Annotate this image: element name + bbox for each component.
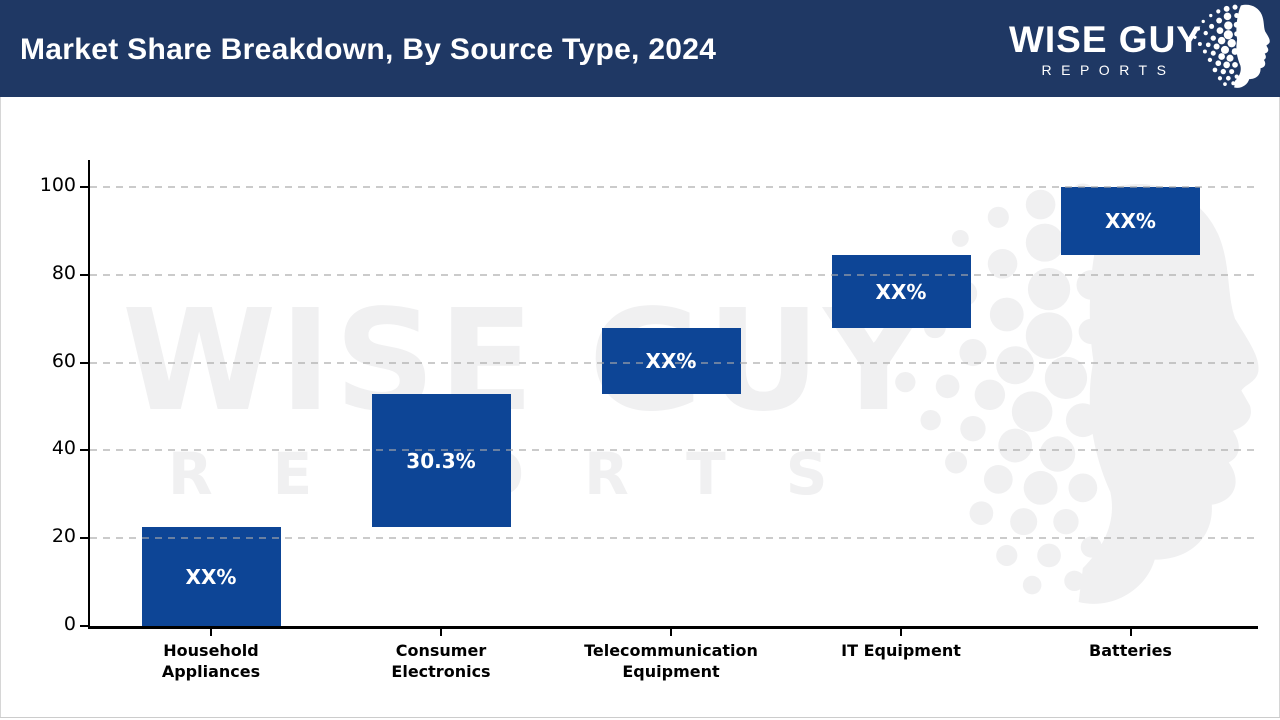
page-title: Market Share Breakdown, By Source Type, … bbox=[20, 33, 717, 66]
gridline-80 bbox=[90, 273, 1258, 276]
y-tick-label: 100 bbox=[39, 174, 76, 196]
bar-value-label: 30.3% bbox=[406, 448, 476, 473]
brand-logo: WISE GUY REPORTS bbox=[1009, 0, 1272, 97]
x-category-label-line: Household bbox=[163, 641, 259, 660]
bar-it-equipment: XX% bbox=[831, 255, 971, 329]
x-category-label-line: Batteries bbox=[1089, 641, 1172, 660]
bar-value-label: XX% bbox=[875, 279, 927, 304]
gridline-40 bbox=[90, 449, 1258, 452]
x-category-label-household-appliances: Household Appliances bbox=[95, 640, 327, 682]
chart-plot-area: WISE GUY REPORTS XX% 30.3% XX% XX% XX% 0 20 40 6… bbox=[0, 97, 1280, 717]
logo-wordmark-line2: REPORTS bbox=[1041, 62, 1176, 78]
x-tick-mark bbox=[900, 629, 902, 636]
y-tick-label: 80 bbox=[51, 261, 76, 284]
bar-consumer-electronics: 30.3% bbox=[371, 394, 511, 528]
x-category-label-line: IT Equipment bbox=[841, 641, 961, 660]
x-category-label-line: Consumer bbox=[395, 641, 487, 660]
gridline-100 bbox=[90, 186, 1258, 188]
bar-telecommunication-equipment: XX% bbox=[601, 328, 741, 395]
y-tick-mark bbox=[80, 361, 88, 364]
bar-value-label: XX% bbox=[645, 349, 697, 374]
x-category-label-consumer-electronics: Consumer Electronics bbox=[325, 640, 557, 682]
y-tick-label: 20 bbox=[51, 525, 76, 548]
x-category-label-line: Electronics bbox=[391, 662, 491, 681]
gridline-20 bbox=[90, 537, 1258, 540]
y-tick-mark bbox=[80, 273, 88, 276]
card-left-border bbox=[0, 97, 1, 717]
card-bottom-border bbox=[0, 717, 1280, 718]
y-tick-label: 0 bbox=[63, 613, 76, 635]
y-axis bbox=[88, 160, 90, 629]
x-category-label-it-equipment: IT Equipment bbox=[785, 640, 1017, 661]
logo-wordmark-line1: WISE GUY bbox=[1008, 19, 1202, 60]
header: Market Share Breakdown, By Source Type, … bbox=[0, 0, 1280, 97]
x-axis bbox=[88, 626, 1258, 629]
y-tick-mark bbox=[80, 186, 88, 188]
y-tick-label: 60 bbox=[51, 349, 76, 372]
y-tick-label: 40 bbox=[51, 437, 76, 460]
x-category-label-batteries: Batteries bbox=[1015, 640, 1247, 661]
bar-value-label: XX% bbox=[1105, 209, 1156, 234]
bar-value-label: XX% bbox=[185, 564, 237, 589]
x-category-label-telecommunication-equipment: Telecommunication Equipment bbox=[555, 640, 787, 682]
x-tick-mark bbox=[210, 629, 212, 636]
bar-household-appliances: XX% bbox=[141, 527, 281, 626]
watermark-wordmark: WISE GUY bbox=[122, 280, 928, 443]
x-tick-mark bbox=[670, 629, 672, 636]
dotted-head-profile-icon bbox=[1188, 3, 1272, 95]
logo-wordmark: WISE GUY REPORTS bbox=[1009, 19, 1202, 78]
y-tick-mark bbox=[80, 537, 88, 540]
gridline-60 bbox=[90, 361, 1258, 364]
x-category-label-line: Telecommunication bbox=[584, 641, 758, 660]
y-tick-mark bbox=[80, 449, 88, 452]
watermark-head-icon bbox=[845, 175, 1270, 640]
bar-batteries: XX% bbox=[1061, 187, 1200, 256]
x-category-label-line: Equipment bbox=[622, 662, 720, 681]
y-tick-mark bbox=[80, 625, 88, 627]
x-tick-mark bbox=[440, 629, 442, 636]
x-category-label-line: Appliances bbox=[161, 662, 261, 681]
x-tick-mark bbox=[1129, 629, 1132, 636]
